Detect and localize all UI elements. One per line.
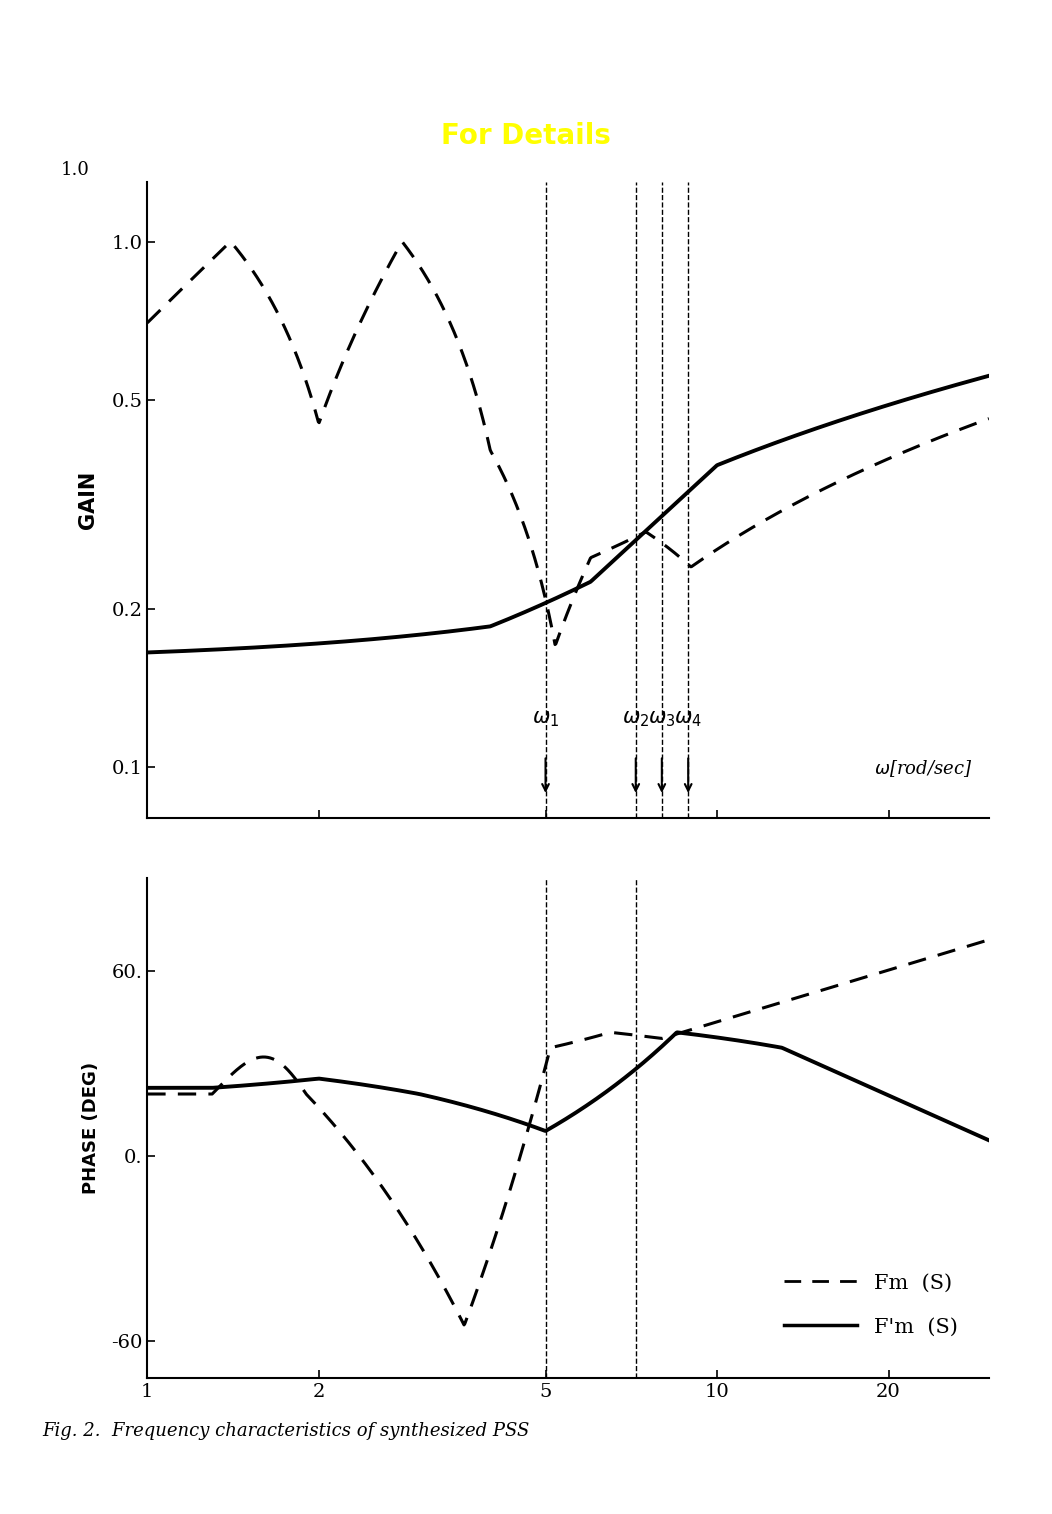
Text: Fig. 2.  Frequency characteristics of synthesized PSS: Fig. 2. Frequency characteristics of syn… [42, 1422, 529, 1440]
Text: $\omega_4$: $\omega_4$ [674, 710, 702, 728]
Text: 1.0: 1.0 [61, 160, 89, 179]
Text: For Details: For Details [441, 121, 611, 150]
Y-axis label: GAIN: GAIN [78, 471, 98, 528]
Y-axis label: PHASE (DEG): PHASE (DEG) [82, 1061, 100, 1195]
Text: CLICK HERE: CLICK HERE [471, 82, 581, 100]
Legend: Fm  (S), F'm  (S): Fm (S), F'm (S) [764, 1252, 978, 1358]
Text: $\omega_3$: $\omega_3$ [648, 710, 675, 728]
Text: $\omega_2$: $\omega_2$ [622, 710, 649, 728]
Text: $\omega$[rod/sec]: $\omega$[rod/sec] [874, 759, 972, 780]
Text: $\omega_1$: $\omega_1$ [532, 710, 560, 728]
